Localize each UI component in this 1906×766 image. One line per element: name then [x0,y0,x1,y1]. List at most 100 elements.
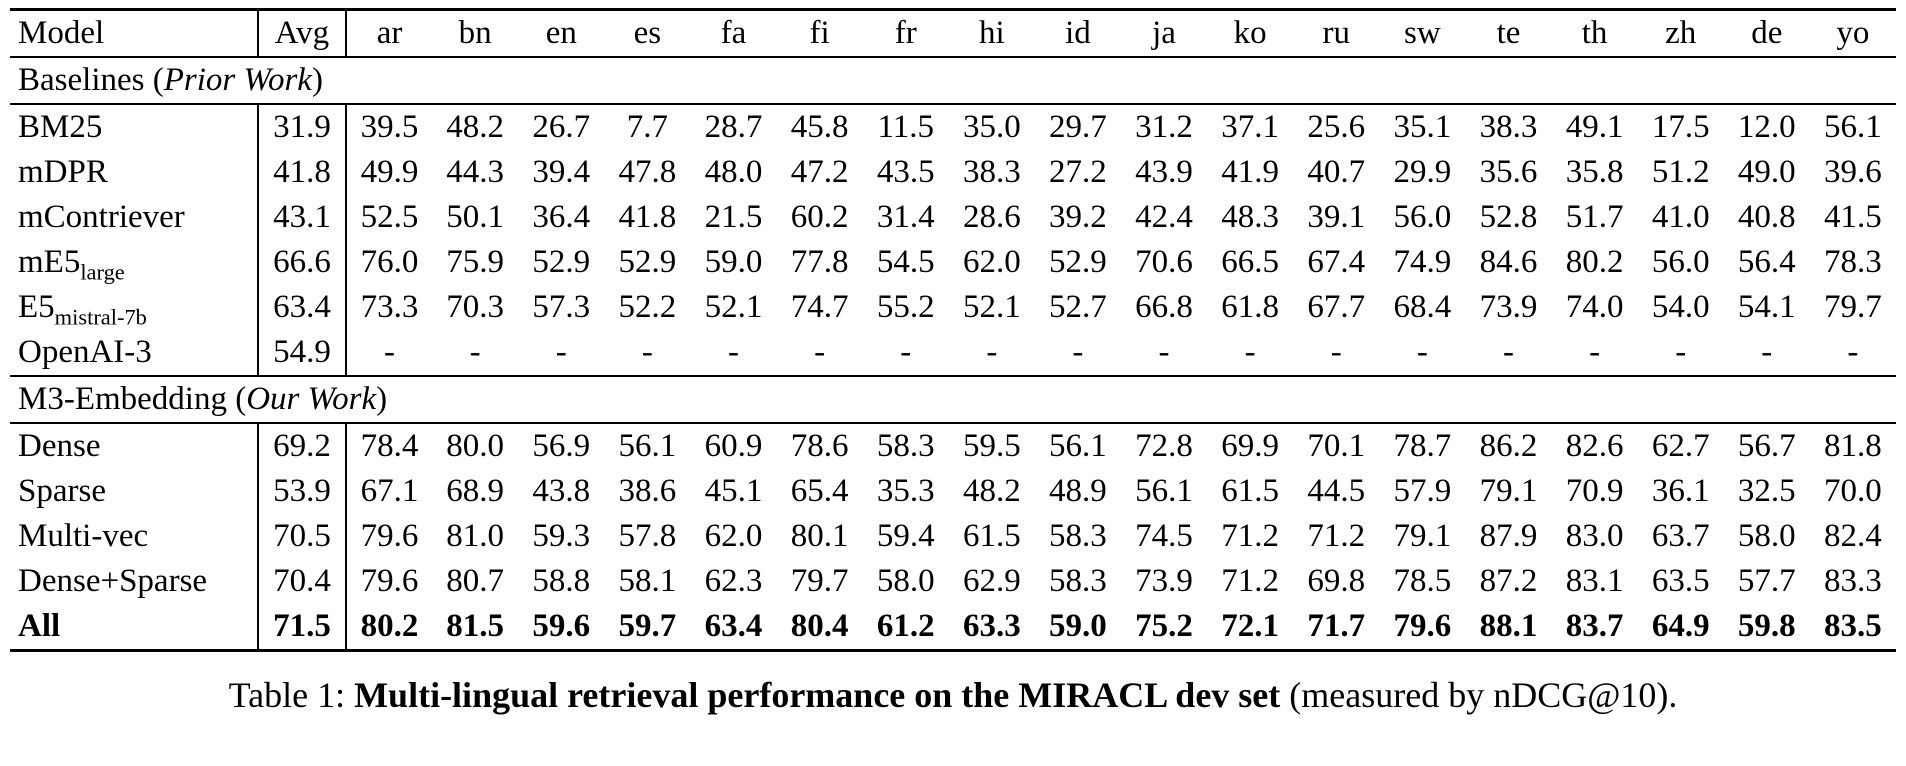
score-cell: 36.4 [532,199,591,235]
score-cell: 38.6 [618,473,677,509]
score-cell: 70.1 [1307,428,1366,464]
section-title-suffix: ) [311,62,323,98]
score-cell: 52.7 [1049,289,1107,325]
score-cell: 56.7 [1737,428,1796,464]
score-cell: 39.2 [1049,199,1107,235]
caption-bold-text: Multi-lingual retrieval performance on t… [354,675,1281,715]
header-model: Model [18,15,105,51]
score-cell: 58.3 [876,428,935,464]
score-cell: 58.0 [1737,518,1796,554]
model-name: All [18,608,61,644]
score-cell: 67.1 [360,473,419,509]
header-lang-fi: fi [809,15,830,51]
score-cell: - [555,334,567,370]
avg-value-cell: 54.9 [257,330,347,376]
score-cell: 44.5 [1307,473,1366,509]
score-cell: 41.9 [1221,154,1280,190]
score-cell: 31.2 [1135,109,1193,145]
score-cell: 80.7 [446,563,505,599]
score-cell: 41.0 [1651,199,1710,235]
score-cell: 74.5 [1135,518,1193,554]
score-cell: 67.7 [1307,289,1366,325]
score-cell: - [469,334,481,370]
score-cell: - [1330,334,1342,370]
model-name: mContriever [18,199,185,235]
score-cell: 59.0 [1049,608,1107,644]
table-row: Sparse 53.9 67.1 68.9 43.8 38.6 45.1 65.4 35.3 48… [10,469,1896,514]
model-name-cell: mContriever [10,195,258,240]
score-cell: 59.5 [962,428,1021,464]
model-name-cell: OpenAI-3 [10,330,258,376]
score-cell: 69.8 [1307,563,1366,599]
model-name: Multi-vec [18,518,149,554]
score-cell: 76.0 [360,244,419,280]
section-title: M3-Embedding (Our Work) [10,376,1896,423]
score-cell: 39.5 [360,109,419,145]
avg-value-cell: 71.5 [257,604,347,651]
model-name: mE5 [18,244,81,280]
score-cell: 31.4 [876,199,935,235]
score-cell: 52.2 [618,289,677,325]
score-cell: 83.3 [1824,563,1882,599]
score-cell: - [727,334,739,370]
avg-value-cell: 66.6 [257,240,347,285]
score-cell: 56.1 [1824,109,1882,145]
score-cell: 44.3 [446,154,505,190]
score-cell: 39.6 [1824,154,1882,190]
score-cell: 62.0 [962,244,1021,280]
section-title-suffix: ) [376,381,388,417]
model-name-subscript: mistral-7b [54,304,147,330]
score-cell: 60.9 [704,428,763,464]
avg-value-cell: 70.4 [257,559,347,604]
score-cell: 48.0 [704,154,763,190]
score-cell: 57.9 [1393,473,1452,509]
table-row: OpenAI-3 54.9 - - - - - - - - - - - - - - - - - - [10,330,1896,376]
score-cell: 52.1 [704,289,763,325]
score-cell: - [1847,334,1859,370]
table-row: BM25 31.9 39.5 48.2 26.7 7.7 28.7 45.8 11.5 35.0 2… [10,104,1896,150]
score-cell: - [1158,334,1170,370]
score-cell: 62.0 [704,518,763,554]
score-cell: 75.2 [1135,608,1193,644]
header-lang-th: th [1581,15,1608,51]
score-cell: 79.1 [1479,473,1538,509]
score-cell: 25.6 [1307,109,1366,145]
score-cell: 43.8 [532,473,591,509]
score-cell: 28.7 [704,109,763,145]
score-cell: 51.2 [1651,154,1710,190]
score-cell: 47.8 [618,154,677,190]
score-cell: 61.5 [962,518,1021,554]
score-cell: 74.7 [790,289,849,325]
score-cell: - [1244,334,1256,370]
score-cell: 56.1 [1135,473,1193,509]
score-cell: 40.7 [1307,154,1366,190]
score-cell: 40.8 [1737,199,1796,235]
score-cell: 48.9 [1049,473,1107,509]
model-name-cell: Dense [10,423,258,469]
score-cell: 78.4 [360,428,419,464]
score-cell: 43.9 [1135,154,1193,190]
score-cell: 51.7 [1565,199,1624,235]
score-cell: 81.0 [446,518,505,554]
score-cell: 38.3 [1479,109,1538,145]
score-cell: 32.5 [1737,473,1796,509]
model-name-cell: mDPR [10,150,258,195]
table-caption: Table 1: Multi-lingual retrieval perform… [10,674,1896,716]
score-cell: - [1675,334,1687,370]
score-cell: 81.5 [446,608,505,644]
header-lang-ar: ar [376,15,403,51]
score-cell: 58.1 [618,563,677,599]
section-title-prefix: M3-Embedding ( [18,381,247,417]
score-cell: 80.1 [790,518,849,554]
header-lang-hi: hi [978,15,1005,51]
model-name-cell: Dense+Sparse [10,559,258,604]
caption-prefix: Table 1: [228,675,355,715]
score-cell: 71.2 [1221,518,1280,554]
score-cell: 83.5 [1824,608,1882,644]
score-cell: 79.6 [1393,608,1452,644]
score-cell: 79.6 [360,518,419,554]
header-lang-de: de [1751,15,1783,51]
table-row: Dense 69.2 78.4 80.0 56.9 56.1 60.9 78.6 58.3 59.… [10,423,1896,469]
score-cell: 59.4 [876,518,935,554]
